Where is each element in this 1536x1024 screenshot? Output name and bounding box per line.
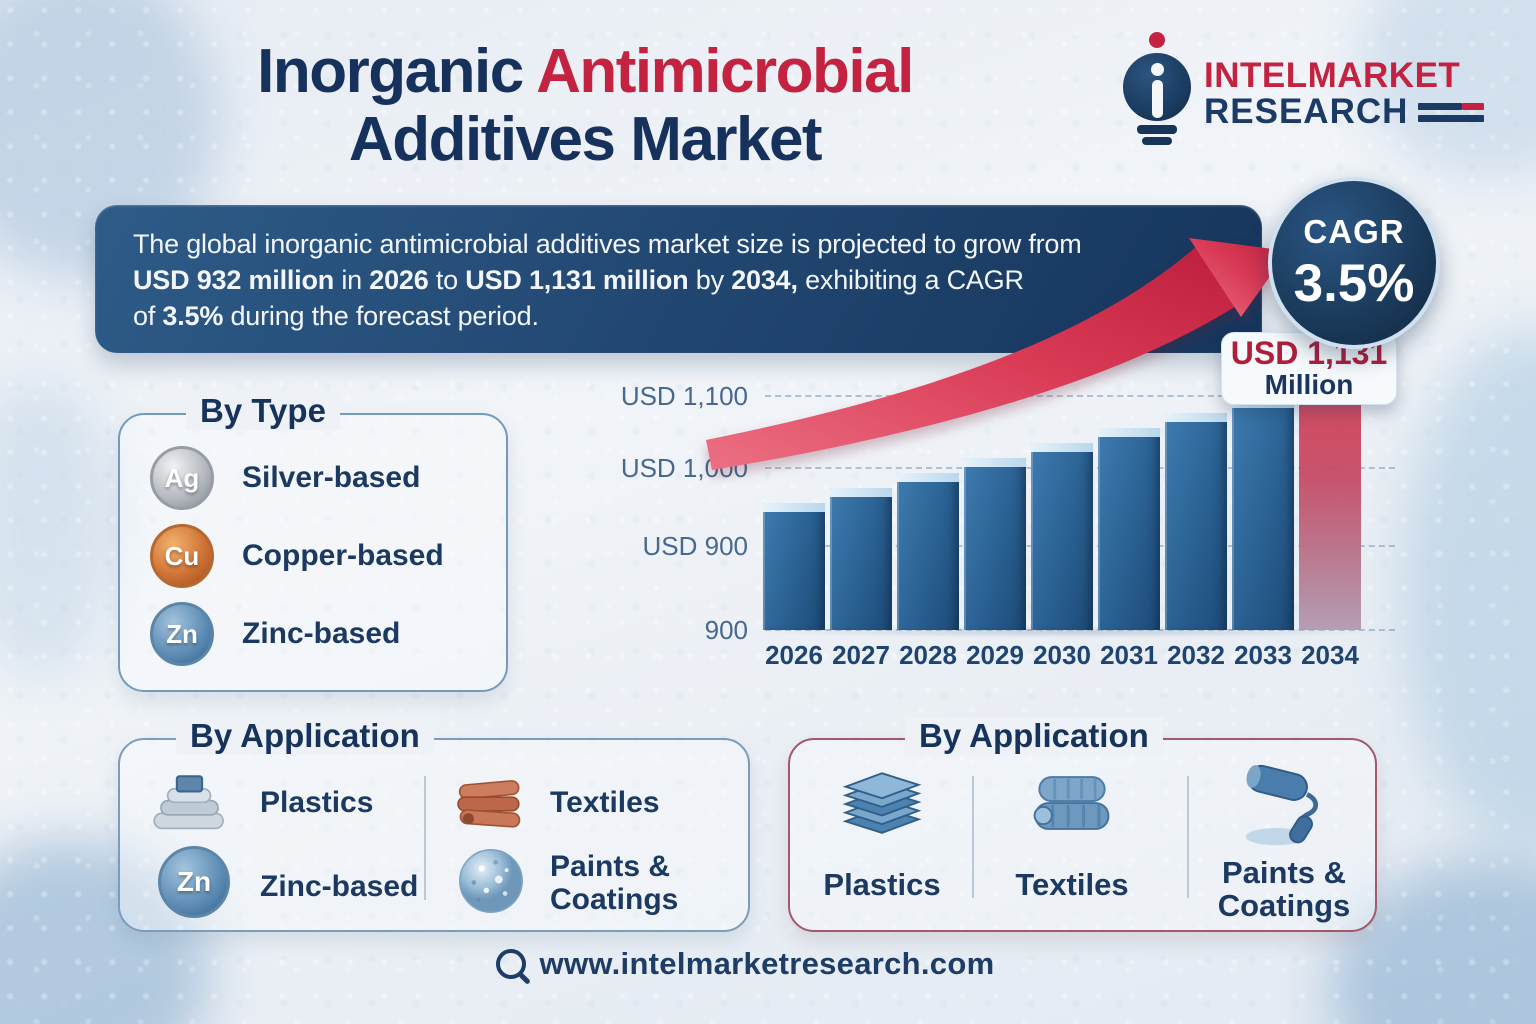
logo-brand-top: INTELMARKET xyxy=(1204,56,1461,95)
zn-element-icon: Zn xyxy=(150,602,214,666)
divider xyxy=(424,776,426,900)
cagr-label: CAGR xyxy=(1303,212,1405,250)
banner-line: of 3.5% during the forecast period. xyxy=(133,301,539,331)
intelmarket-logo: INTELMARKET RESEARCH xyxy=(1122,32,1485,154)
y-axis-tick-label: USD 1,100 xyxy=(620,381,748,411)
cagr-value: 3.5% xyxy=(1293,253,1415,313)
bar-2027 xyxy=(830,488,892,630)
textiles-fabric-icon xyxy=(450,766,530,846)
x-axis-label: 2033 xyxy=(1234,640,1292,670)
y-axis-tick-label: USD 1,000 xyxy=(620,453,748,483)
x-axis-label: 2028 xyxy=(899,640,957,670)
by-type-item-label: Silver-based xyxy=(242,461,421,494)
chart-gridline xyxy=(765,629,1395,631)
x-axis-label: 2034 xyxy=(1301,640,1359,670)
plastics-stack-icon xyxy=(150,762,234,846)
logo-accent-lines-icon xyxy=(1418,102,1485,122)
bar-2031 xyxy=(1098,428,1160,630)
divider xyxy=(972,776,974,898)
by-application-left-title: By Application xyxy=(176,717,434,755)
by-type-item-label: Zinc-based xyxy=(242,617,401,650)
by-type-box: Ag Silver-based Cu Copper-based Zn Zinc-based xyxy=(118,413,508,692)
x-axis-label: 2031 xyxy=(1100,640,1158,670)
application-item-label: Textiles xyxy=(550,786,660,819)
x-axis-label: 2030 xyxy=(1033,640,1091,670)
divider xyxy=(1187,776,1189,898)
bar-2029 xyxy=(964,458,1026,630)
search-icon xyxy=(495,949,526,979)
zn-element-icon: Zn xyxy=(158,846,230,918)
cagr-badge: CAGR 3.5% xyxy=(1268,177,1440,349)
logo-text: INTELMARKET RESEARCH xyxy=(1204,32,1485,131)
paint-roller-icon xyxy=(1236,756,1332,852)
ag-element-icon: Ag xyxy=(150,446,214,510)
by-application-right-box: Plastics Textiles Paints & Coatings xyxy=(788,738,1377,932)
application-item-label: Paints & Coatings xyxy=(550,850,679,916)
application-item-label: Plastics xyxy=(823,867,941,902)
bar-2032 xyxy=(1165,413,1227,630)
x-axis-label: 2026 xyxy=(765,640,823,670)
page-title-line1: Inorganic Antimicrobial xyxy=(65,38,1105,106)
x-axis-label: 2029 xyxy=(966,640,1024,670)
plastic-sheets-icon xyxy=(834,756,930,852)
by-application-right-title: By Application xyxy=(905,717,1163,755)
title-part-navy: Inorganic xyxy=(257,37,524,106)
website-link[interactable]: www.intelmarketresearch.com xyxy=(539,946,995,981)
y-axis-tick-label: 900 xyxy=(704,615,748,645)
bar-2033 xyxy=(1232,399,1294,630)
application-item-label: Plastics xyxy=(260,786,374,819)
page-title-line2: Additives Market xyxy=(348,105,823,174)
application-item-label: Textiles xyxy=(1015,867,1129,902)
bar-2028 xyxy=(897,473,959,630)
x-axis-label: 2027 xyxy=(832,640,890,670)
application-item-label: Zinc-based xyxy=(260,870,419,903)
page-title: Inorganic Antimicrobial Additives Market xyxy=(65,38,1105,174)
application-item-label: Paints & Coatings xyxy=(1217,855,1351,923)
bar-2034-highlight xyxy=(1299,384,1361,630)
paint-sphere-icon xyxy=(452,842,530,920)
footer: www.intelmarketresearch.com xyxy=(0,946,1490,982)
y-axis-tick-label: USD 900 xyxy=(642,531,749,561)
by-type-item: Cu Copper-based xyxy=(150,517,444,595)
callout-unit: Million xyxy=(1264,369,1354,400)
folded-towels-icon xyxy=(1024,756,1120,852)
by-type-item: Ag Silver-based xyxy=(150,439,420,517)
logo-brand-bottom: RESEARCH xyxy=(1204,92,1409,131)
cu-element-icon: Cu xyxy=(150,524,214,588)
lightbulb-logo-icon xyxy=(1122,32,1192,154)
by-application-left-box: Plastics Textiles Zn Zinc-based Paints & Coa… xyxy=(118,738,750,932)
title-part-red: Antimicrobial xyxy=(536,37,914,106)
value-callout: USD 1,131 Million xyxy=(1221,332,1397,405)
bar-2026 xyxy=(763,503,825,630)
by-type-item: Zn Zinc-based xyxy=(150,595,400,673)
bar-2030 xyxy=(1031,443,1093,630)
by-type-title: By Type xyxy=(186,392,340,430)
x-axis-label: 2032 xyxy=(1167,640,1225,670)
by-type-item-label: Copper-based xyxy=(242,539,444,572)
